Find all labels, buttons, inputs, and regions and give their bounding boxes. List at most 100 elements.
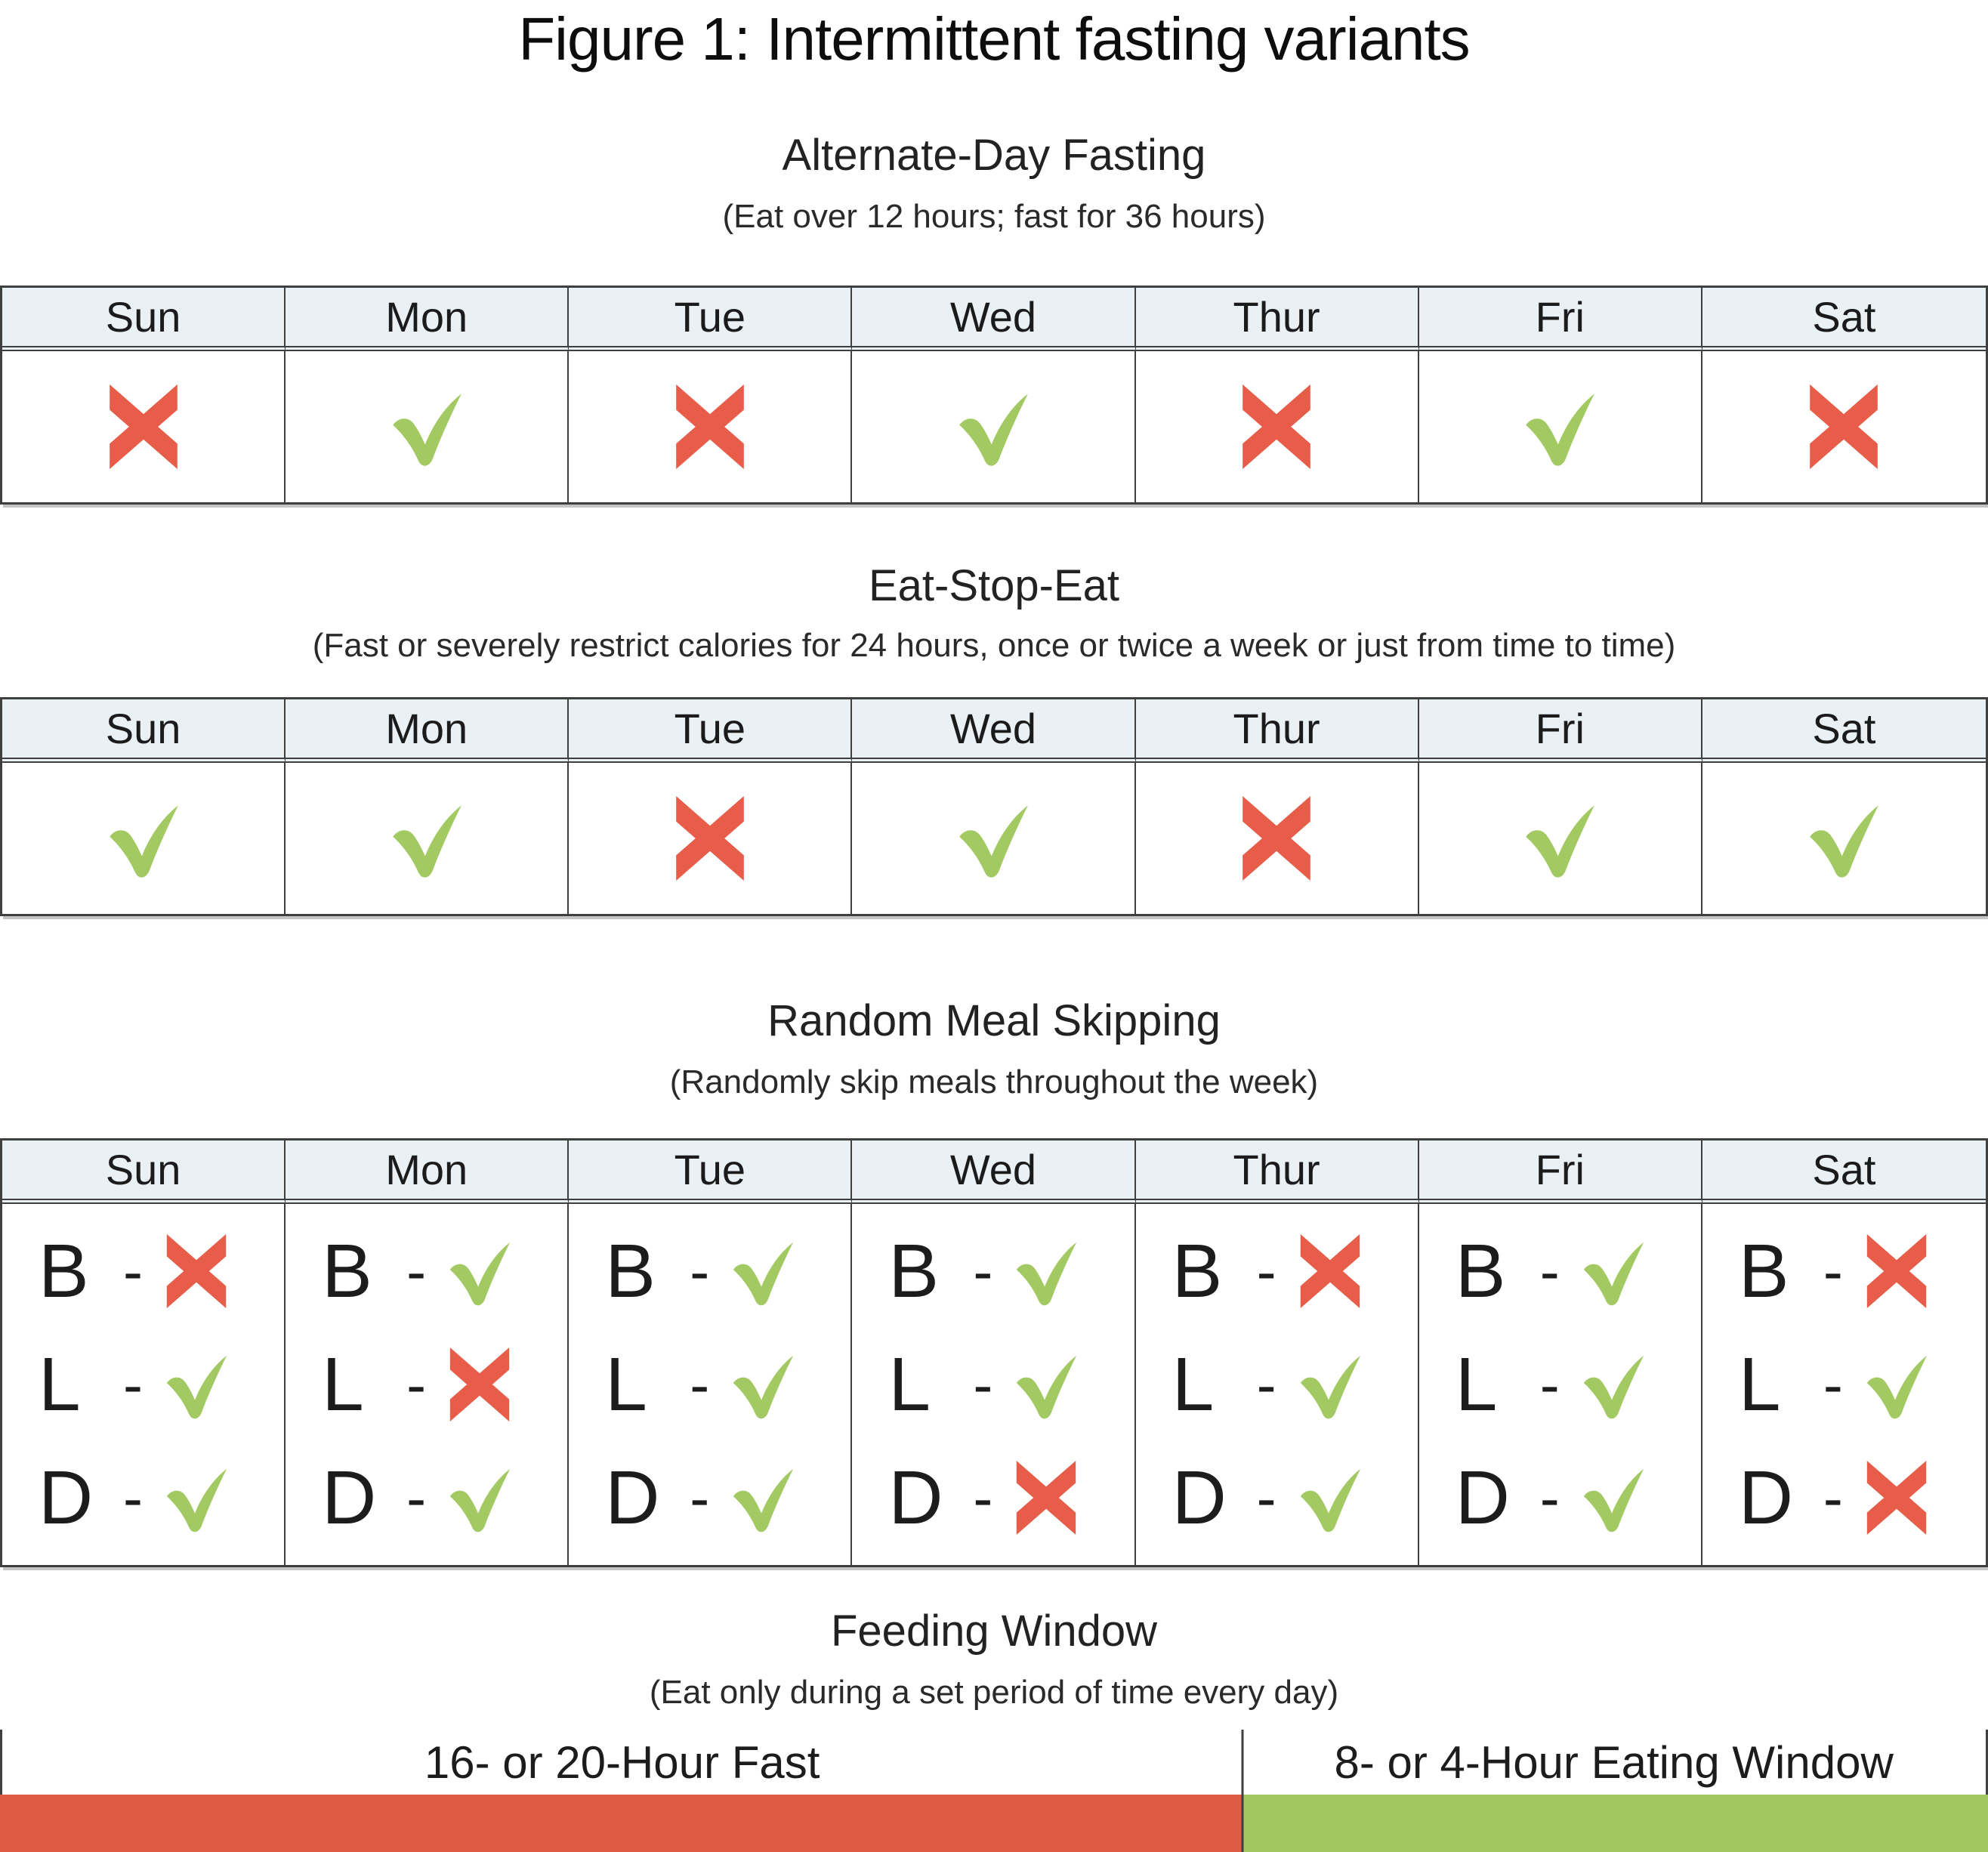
meal-dash: -: [690, 1464, 710, 1531]
meal-label: B: [1455, 1228, 1506, 1313]
feeding-window-bar: [0, 1795, 1988, 1852]
section-subtitle-random-meal-skipping: (Randomly skip meals throughout the week…: [669, 1063, 1319, 1100]
day-cell: [1418, 763, 1702, 914]
check-icon: [441, 1461, 518, 1535]
day-cell: [1418, 351, 1702, 502]
day-header: Sat: [1702, 699, 1986, 763]
day-header: Fri: [1418, 288, 1702, 351]
day-header: Sat: [1702, 288, 1986, 351]
meal-row: L-: [1172, 1341, 1413, 1428]
meal-label: D: [1455, 1455, 1510, 1540]
day-cell: B-L-D-: [2, 1204, 286, 1565]
day-cell: [1702, 763, 1986, 914]
check-icon: [1858, 1347, 1935, 1421]
day-cell: [569, 763, 853, 914]
feeding-window-labels: 16- or 20-Hour Fast 8- or 4-Hour Eating …: [0, 1730, 1988, 1795]
day-cell: [1135, 763, 1419, 914]
meal-row: D-: [1172, 1455, 1413, 1542]
meal-row: D-: [888, 1455, 1129, 1542]
cross-icon: [1800, 384, 1888, 469]
meal-dash: -: [973, 1464, 993, 1531]
meal-label: L: [1172, 1341, 1215, 1427]
meal-row: L-: [888, 1341, 1129, 1428]
meal-label: D: [605, 1455, 660, 1540]
meal-label: B: [888, 1228, 940, 1313]
meal-row: L-: [39, 1341, 279, 1428]
day-cell: [569, 351, 853, 502]
check-icon: [158, 1461, 235, 1535]
day-header: Tue: [569, 288, 853, 351]
day-cell: [852, 763, 1136, 914]
meal-label: L: [605, 1341, 647, 1427]
check-icon: [724, 1234, 801, 1308]
day-header: Mon: [286, 699, 570, 763]
day-header: Fri: [1418, 1141, 1702, 1204]
eating-window-label: 8- or 4-Hour Eating Window: [1334, 1736, 1894, 1788]
section-title-feeding-window: Feeding Window: [831, 1607, 1157, 1656]
meal-row: L-: [322, 1341, 563, 1428]
meal-dash: -: [406, 1237, 427, 1304]
meal-dash: -: [1539, 1350, 1560, 1418]
day-header: Fri: [1418, 699, 1702, 763]
meal-dash: -: [123, 1464, 143, 1531]
cross-icon: [1858, 1234, 1935, 1308]
cross-icon: [158, 1234, 235, 1308]
meal-row: D-: [322, 1455, 563, 1542]
day-cell: B-L-D-: [1418, 1204, 1702, 1565]
day-cell: B-L-D-: [1135, 1204, 1419, 1565]
day-header: Tue: [569, 699, 853, 763]
eat-stop-eat-table: Sun Mon Tue Wed Thur Fri Sat: [0, 697, 1988, 916]
day-cell: B-L-D-: [1702, 1204, 1986, 1565]
meal-label: D: [39, 1455, 94, 1540]
check-icon: [949, 796, 1037, 881]
meal-row: B-: [1456, 1228, 1696, 1315]
cross-icon: [1008, 1461, 1085, 1535]
day-header: Sun: [2, 1141, 286, 1204]
cross-icon: [1858, 1461, 1935, 1535]
cross-icon: [1292, 1234, 1369, 1308]
check-icon: [1575, 1234, 1652, 1308]
meal-label: B: [39, 1228, 89, 1313]
meal-row: B-: [1739, 1228, 1981, 1315]
meal-label: D: [1172, 1455, 1227, 1540]
section-title-eat-stop-eat: Eat-Stop-Eat: [868, 561, 1120, 610]
meal-dash: -: [973, 1237, 993, 1304]
day-cell: [286, 351, 570, 502]
check-icon: [949, 384, 1037, 469]
meal-row: B-: [1172, 1228, 1413, 1315]
meal-row: L-: [605, 1341, 846, 1428]
fast-bar-segment: [0, 1795, 1242, 1852]
check-icon: [441, 1234, 518, 1308]
meal-label: D: [1738, 1455, 1794, 1540]
cross-icon: [100, 384, 187, 469]
meal-dash: -: [1256, 1464, 1276, 1531]
meal-row: B-: [888, 1228, 1129, 1315]
day-header: Tue: [569, 1141, 853, 1204]
check-icon: [1008, 1234, 1085, 1308]
fast-label: 16- or 20-Hour Fast: [424, 1736, 820, 1788]
meal-label: B: [1738, 1228, 1789, 1313]
day-cell: B-L-D-: [569, 1204, 853, 1565]
figure-title: Figure 1: Intermittent fasting variants: [518, 5, 1470, 73]
check-icon: [1575, 1461, 1652, 1535]
day-cell: [2, 763, 286, 914]
meal-label: B: [322, 1228, 372, 1313]
meal-label: L: [39, 1341, 81, 1427]
meal-dash: -: [123, 1350, 143, 1418]
check-icon: [1516, 796, 1604, 881]
meal-label: L: [1455, 1341, 1498, 1427]
day-cell: [2, 351, 286, 502]
check-icon: [724, 1347, 801, 1421]
check-icon: [158, 1347, 235, 1421]
section-subtitle-feeding-window: (Eat only during a set period of time ev…: [649, 1674, 1339, 1711]
day-header: Thur: [1135, 1141, 1419, 1204]
meal-label: D: [322, 1455, 377, 1540]
day-cell: B-L-D-: [852, 1204, 1136, 1565]
day-header: Mon: [286, 1141, 570, 1204]
meal-label: B: [1172, 1228, 1223, 1313]
meal-dash: -: [123, 1237, 143, 1304]
eating-bar-segment: [1242, 1795, 1988, 1852]
day-header: Sat: [1702, 1141, 1986, 1204]
day-header: Wed: [852, 699, 1136, 763]
day-cell: [852, 351, 1136, 502]
